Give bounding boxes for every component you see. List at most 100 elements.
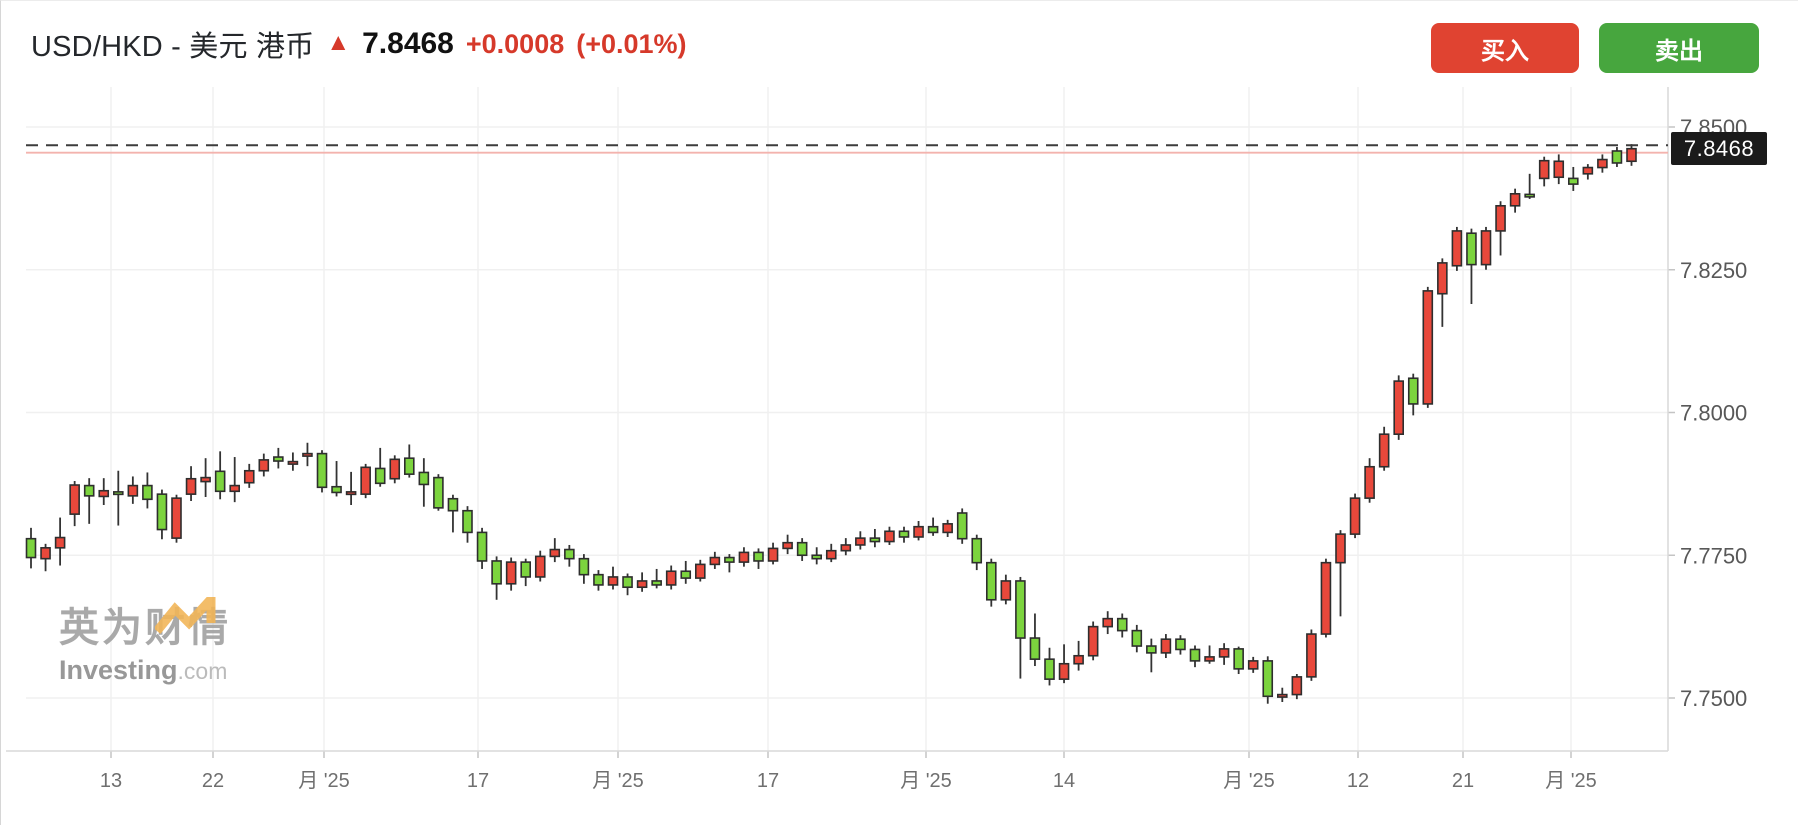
- candle[interactable]: [1437, 258, 1448, 327]
- candle[interactable]: [345, 471, 357, 506]
- candle[interactable]: [1291, 674, 1303, 700]
- candle[interactable]: [1495, 201, 1506, 256]
- candle[interactable]: [142, 472, 153, 509]
- candle[interactable]: [331, 461, 342, 497]
- candle[interactable]: [1015, 576, 1026, 679]
- candle[interactable]: [374, 447, 386, 487]
- candle[interactable]: [214, 451, 226, 500]
- candle[interactable]: [927, 517, 939, 536]
- candle[interactable]: [69, 481, 80, 527]
- candle[interactable]: [651, 568, 662, 589]
- candle[interactable]: [25, 527, 37, 569]
- candle[interactable]: [1204, 645, 1215, 664]
- candle[interactable]: [1509, 188, 1521, 213]
- candle[interactable]: [273, 447, 284, 469]
- candle[interactable]: [1116, 613, 1128, 638]
- candle[interactable]: [1131, 624, 1143, 653]
- candle[interactable]: [1349, 493, 1361, 539]
- candle[interactable]: [1087, 621, 1099, 661]
- candle[interactable]: [738, 547, 750, 567]
- candle[interactable]: [884, 526, 895, 545]
- candle[interactable]: [462, 506, 473, 543]
- buy-button[interactable]: 买入: [1431, 23, 1579, 73]
- candle[interactable]: [956, 508, 968, 544]
- candle[interactable]: [724, 554, 735, 573]
- candle[interactable]: [98, 478, 110, 506]
- candle[interactable]: [753, 548, 764, 569]
- candle[interactable]: [476, 527, 488, 569]
- candle[interactable]: [680, 560, 692, 584]
- candle[interactable]: [1626, 144, 1637, 166]
- candle[interactable]: [258, 453, 270, 477]
- candle[interactable]: [1480, 226, 1492, 270]
- candle[interactable]: [1407, 373, 1419, 416]
- candle[interactable]: [709, 551, 721, 569]
- candle[interactable]: [185, 466, 197, 502]
- candle[interactable]: [622, 573, 633, 596]
- candle[interactable]: [491, 556, 502, 600]
- sell-button[interactable]: 卖出: [1599, 23, 1759, 73]
- candle[interactable]: [1320, 558, 1332, 638]
- candle[interactable]: [1306, 629, 1317, 681]
- candle[interactable]: [1393, 375, 1404, 440]
- candle[interactable]: [520, 558, 532, 587]
- candle[interactable]: [1146, 638, 1157, 673]
- candle[interactable]: [1175, 635, 1186, 655]
- candle[interactable]: [1044, 647, 1055, 686]
- candle[interactable]: [200, 458, 211, 498]
- candle[interactable]: [564, 544, 575, 567]
- candle[interactable]: [1029, 613, 1041, 667]
- candle[interactable]: [1000, 574, 1012, 605]
- candle[interactable]: [433, 474, 444, 511]
- candle[interactable]: [1538, 156, 1550, 187]
- candle[interactable]: [1466, 228, 1477, 305]
- candle[interactable]: [1553, 154, 1565, 185]
- candle[interactable]: [403, 444, 415, 478]
- candle[interactable]: [593, 570, 604, 591]
- candle[interactable]: [636, 572, 648, 592]
- candle[interactable]: [1335, 530, 1346, 617]
- candle[interactable]: [40, 543, 51, 572]
- candle[interactable]: [229, 457, 240, 503]
- candle[interactable]: [1451, 226, 1463, 271]
- candle[interactable]: [1102, 611, 1113, 635]
- candle[interactable]: [796, 538, 808, 561]
- candle[interactable]: [389, 455, 401, 484]
- candle[interactable]: [1597, 154, 1608, 173]
- candle[interactable]: [1247, 656, 1259, 673]
- candle[interactable]: [54, 517, 66, 566]
- candle[interactable]: [1160, 634, 1172, 659]
- candle[interactable]: [694, 559, 706, 582]
- candle[interactable]: [505, 557, 517, 591]
- candle[interactable]: [156, 489, 168, 540]
- candle[interactable]: [1058, 644, 1070, 684]
- candle[interactable]: [1611, 146, 1623, 167]
- candle[interactable]: [1378, 426, 1390, 471]
- candle[interactable]: [1218, 643, 1230, 665]
- candle[interactable]: [782, 534, 793, 555]
- candle[interactable]: [113, 470, 124, 526]
- candle[interactable]: [302, 442, 313, 467]
- candle[interactable]: [1073, 640, 1084, 671]
- candle[interactable]: [578, 554, 590, 584]
- candle[interactable]: [83, 478, 95, 524]
- candle[interactable]: [171, 494, 182, 543]
- candle[interactable]: [942, 519, 953, 537]
- candle[interactable]: [825, 543, 837, 563]
- candle[interactable]: [243, 463, 255, 488]
- candle[interactable]: [898, 526, 910, 543]
- candle[interactable]: [549, 538, 561, 563]
- candle[interactable]: [869, 528, 881, 548]
- candle[interactable]: [913, 520, 924, 541]
- candle[interactable]: [360, 463, 371, 499]
- candle[interactable]: [287, 452, 299, 471]
- candle[interactable]: [447, 494, 459, 533]
- candle[interactable]: [1568, 166, 1579, 191]
- candle[interactable]: [811, 547, 823, 565]
- candle[interactable]: [840, 538, 852, 556]
- candle[interactable]: [127, 476, 139, 504]
- candle[interactable]: [767, 542, 779, 565]
- candle[interactable]: [855, 531, 866, 550]
- candle[interactable]: [534, 550, 546, 582]
